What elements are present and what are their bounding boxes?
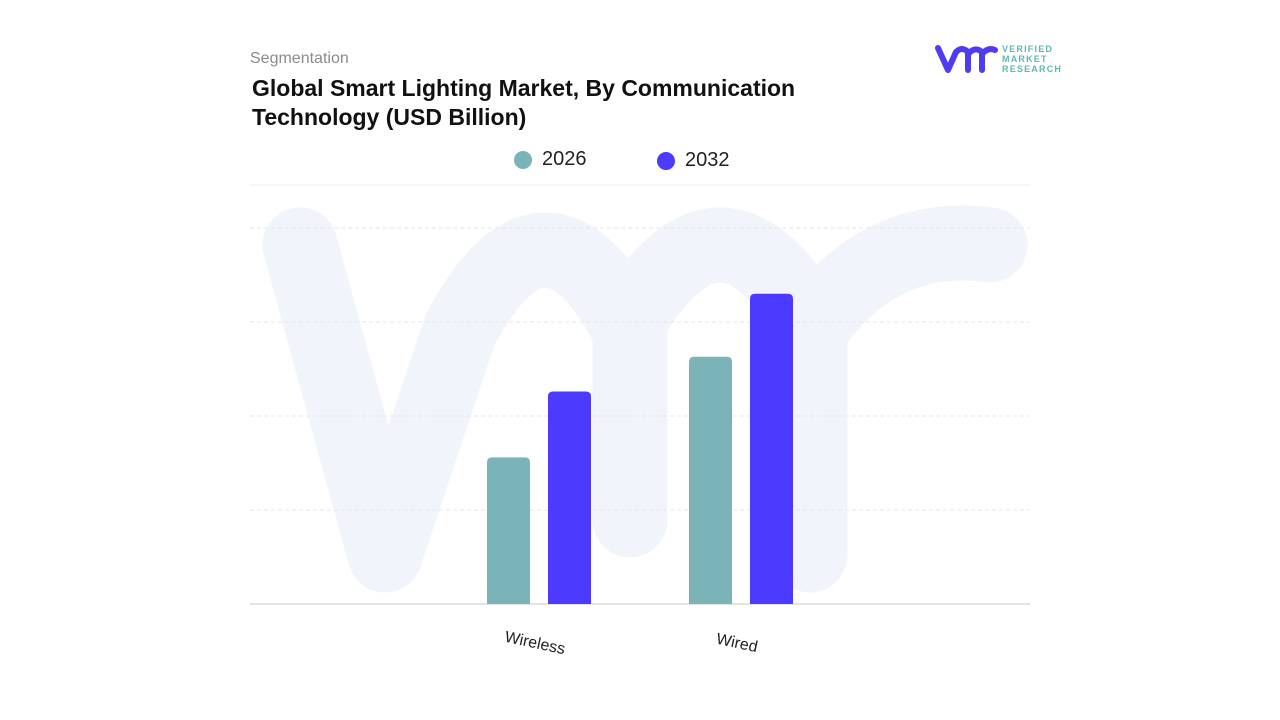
logo-text: VERIFIED MARKET RESEARCH — [1002, 44, 1062, 74]
watermark-logo — [262, 205, 1028, 593]
logo-line: MARKET — [1002, 54, 1048, 64]
legend: 2026 2032 — [0, 148, 1280, 174]
vmr-logo — [935, 44, 999, 79]
x-tick-label: Wired — [715, 631, 759, 656]
legend-swatch — [514, 150, 532, 169]
gridlines — [250, 227, 1030, 605]
logo-line: RESEARCH — [1002, 64, 1063, 74]
legend-item-2032[interactable]: 2032 — [657, 149, 730, 172]
bar-wireless-2026[interactable] — [487, 457, 530, 604]
legend-swatch — [657, 151, 675, 170]
x-tick-label: Wireless — [503, 629, 567, 658]
bar-wired-2026[interactable] — [689, 356, 732, 604]
logo-line: VERIFIED — [1002, 44, 1054, 54]
legend-label: 2032 — [685, 149, 730, 171]
x-tick-labels: Wireless Wired — [503, 629, 759, 658]
legend-item-2026[interactable]: 2026 — [514, 148, 587, 171]
bar-wired-2032[interactable] — [750, 293, 793, 604]
legend-label: 2026 — [542, 148, 587, 170]
eyebrow-label: Segmentation — [250, 50, 349, 67]
chart-title: Global Smart Lighting Market, By Communi… — [252, 75, 796, 130]
bars — [487, 293, 793, 604]
bar-wireless-2032[interactable] — [548, 391, 591, 604]
